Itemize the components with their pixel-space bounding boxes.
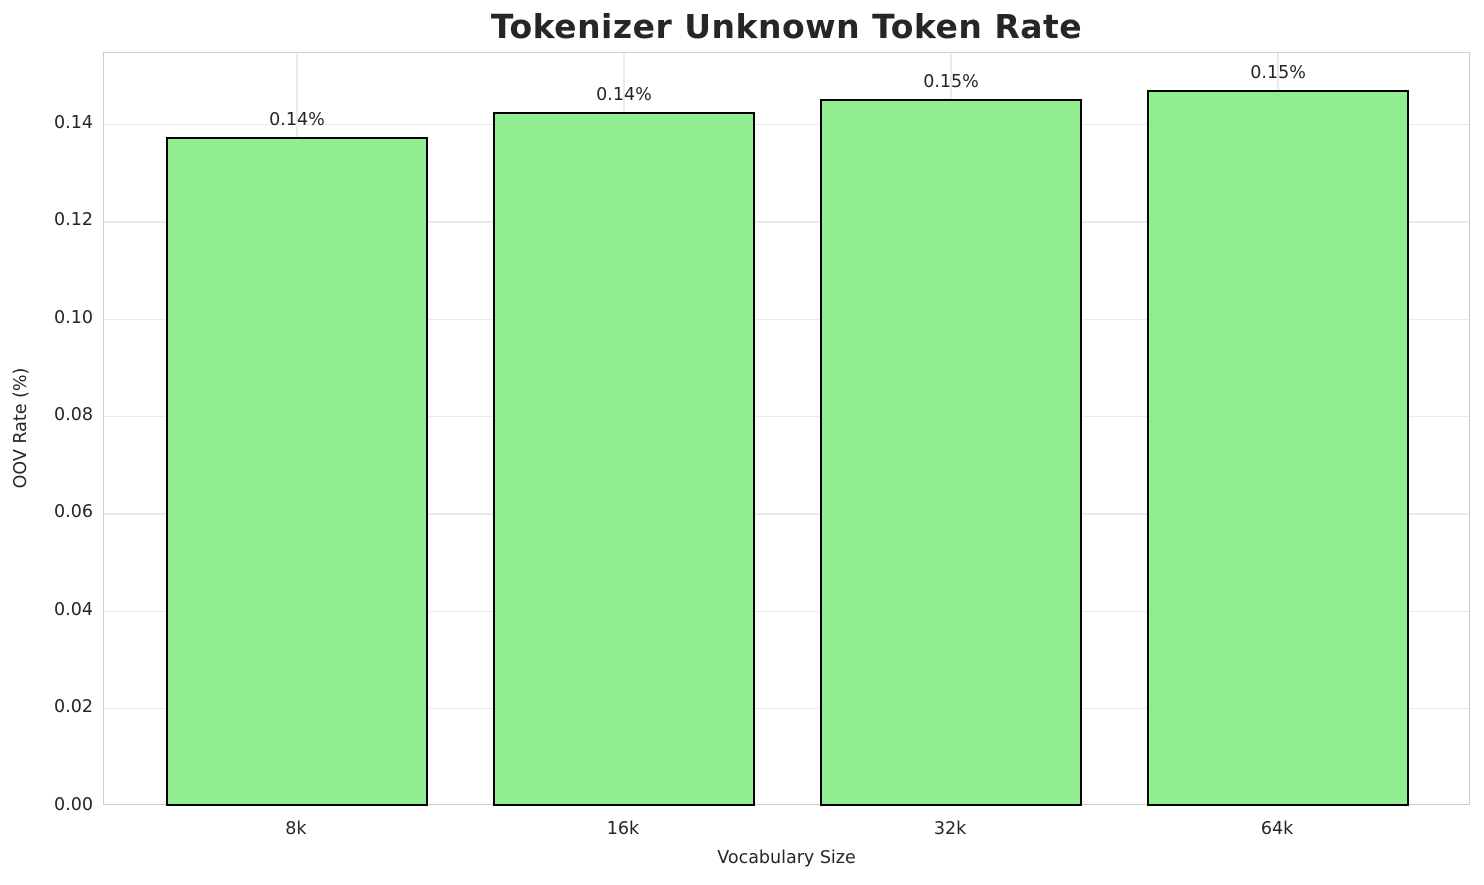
bar	[166, 136, 428, 806]
y-tick-label: 0.14	[54, 113, 93, 134]
x-tick-label: 64k	[1260, 819, 1294, 839]
x-tick-label: 32k	[933, 819, 967, 839]
gridline-horizontal	[104, 513, 1469, 515]
bar-value-label: 0.14%	[596, 85, 652, 106]
y-axis-label: OOV Rate (%)	[11, 367, 31, 489]
y-tick-label: 0.06	[54, 502, 93, 523]
y-tick-label: 0.12	[54, 210, 93, 231]
gridline-horizontal	[104, 318, 1469, 320]
y-tick-label: 0.10	[54, 307, 93, 328]
gridline-horizontal	[104, 708, 1469, 710]
plot-area: 0.14% 0.14% 0.15% 0.15%	[103, 52, 1470, 806]
chart-title: Tokenizer Unknown Token Rate	[490, 7, 1083, 46]
bar-value-label: 0.14%	[269, 109, 325, 130]
bar	[820, 98, 1082, 806]
y-tick-label: 0.00	[54, 794, 93, 815]
x-tick-label: 8k	[285, 819, 307, 839]
y-tick-label: 0.08	[54, 405, 93, 426]
bar	[1147, 89, 1409, 806]
bar	[493, 112, 755, 806]
x-tick-label: 16k	[606, 819, 640, 839]
gridline-horizontal	[104, 221, 1469, 223]
gridline-horizontal	[104, 123, 1469, 126]
bar-value-label: 0.15%	[923, 71, 979, 92]
bar-value-label: 0.15%	[1250, 62, 1306, 83]
gridline-horizontal	[104, 610, 1469, 612]
y-tick-label: 0.02	[54, 697, 93, 718]
x-axis-label: Vocabulary Size	[717, 848, 856, 868]
y-tick-label: 0.04	[54, 599, 93, 620]
gridline-horizontal	[104, 415, 1469, 418]
